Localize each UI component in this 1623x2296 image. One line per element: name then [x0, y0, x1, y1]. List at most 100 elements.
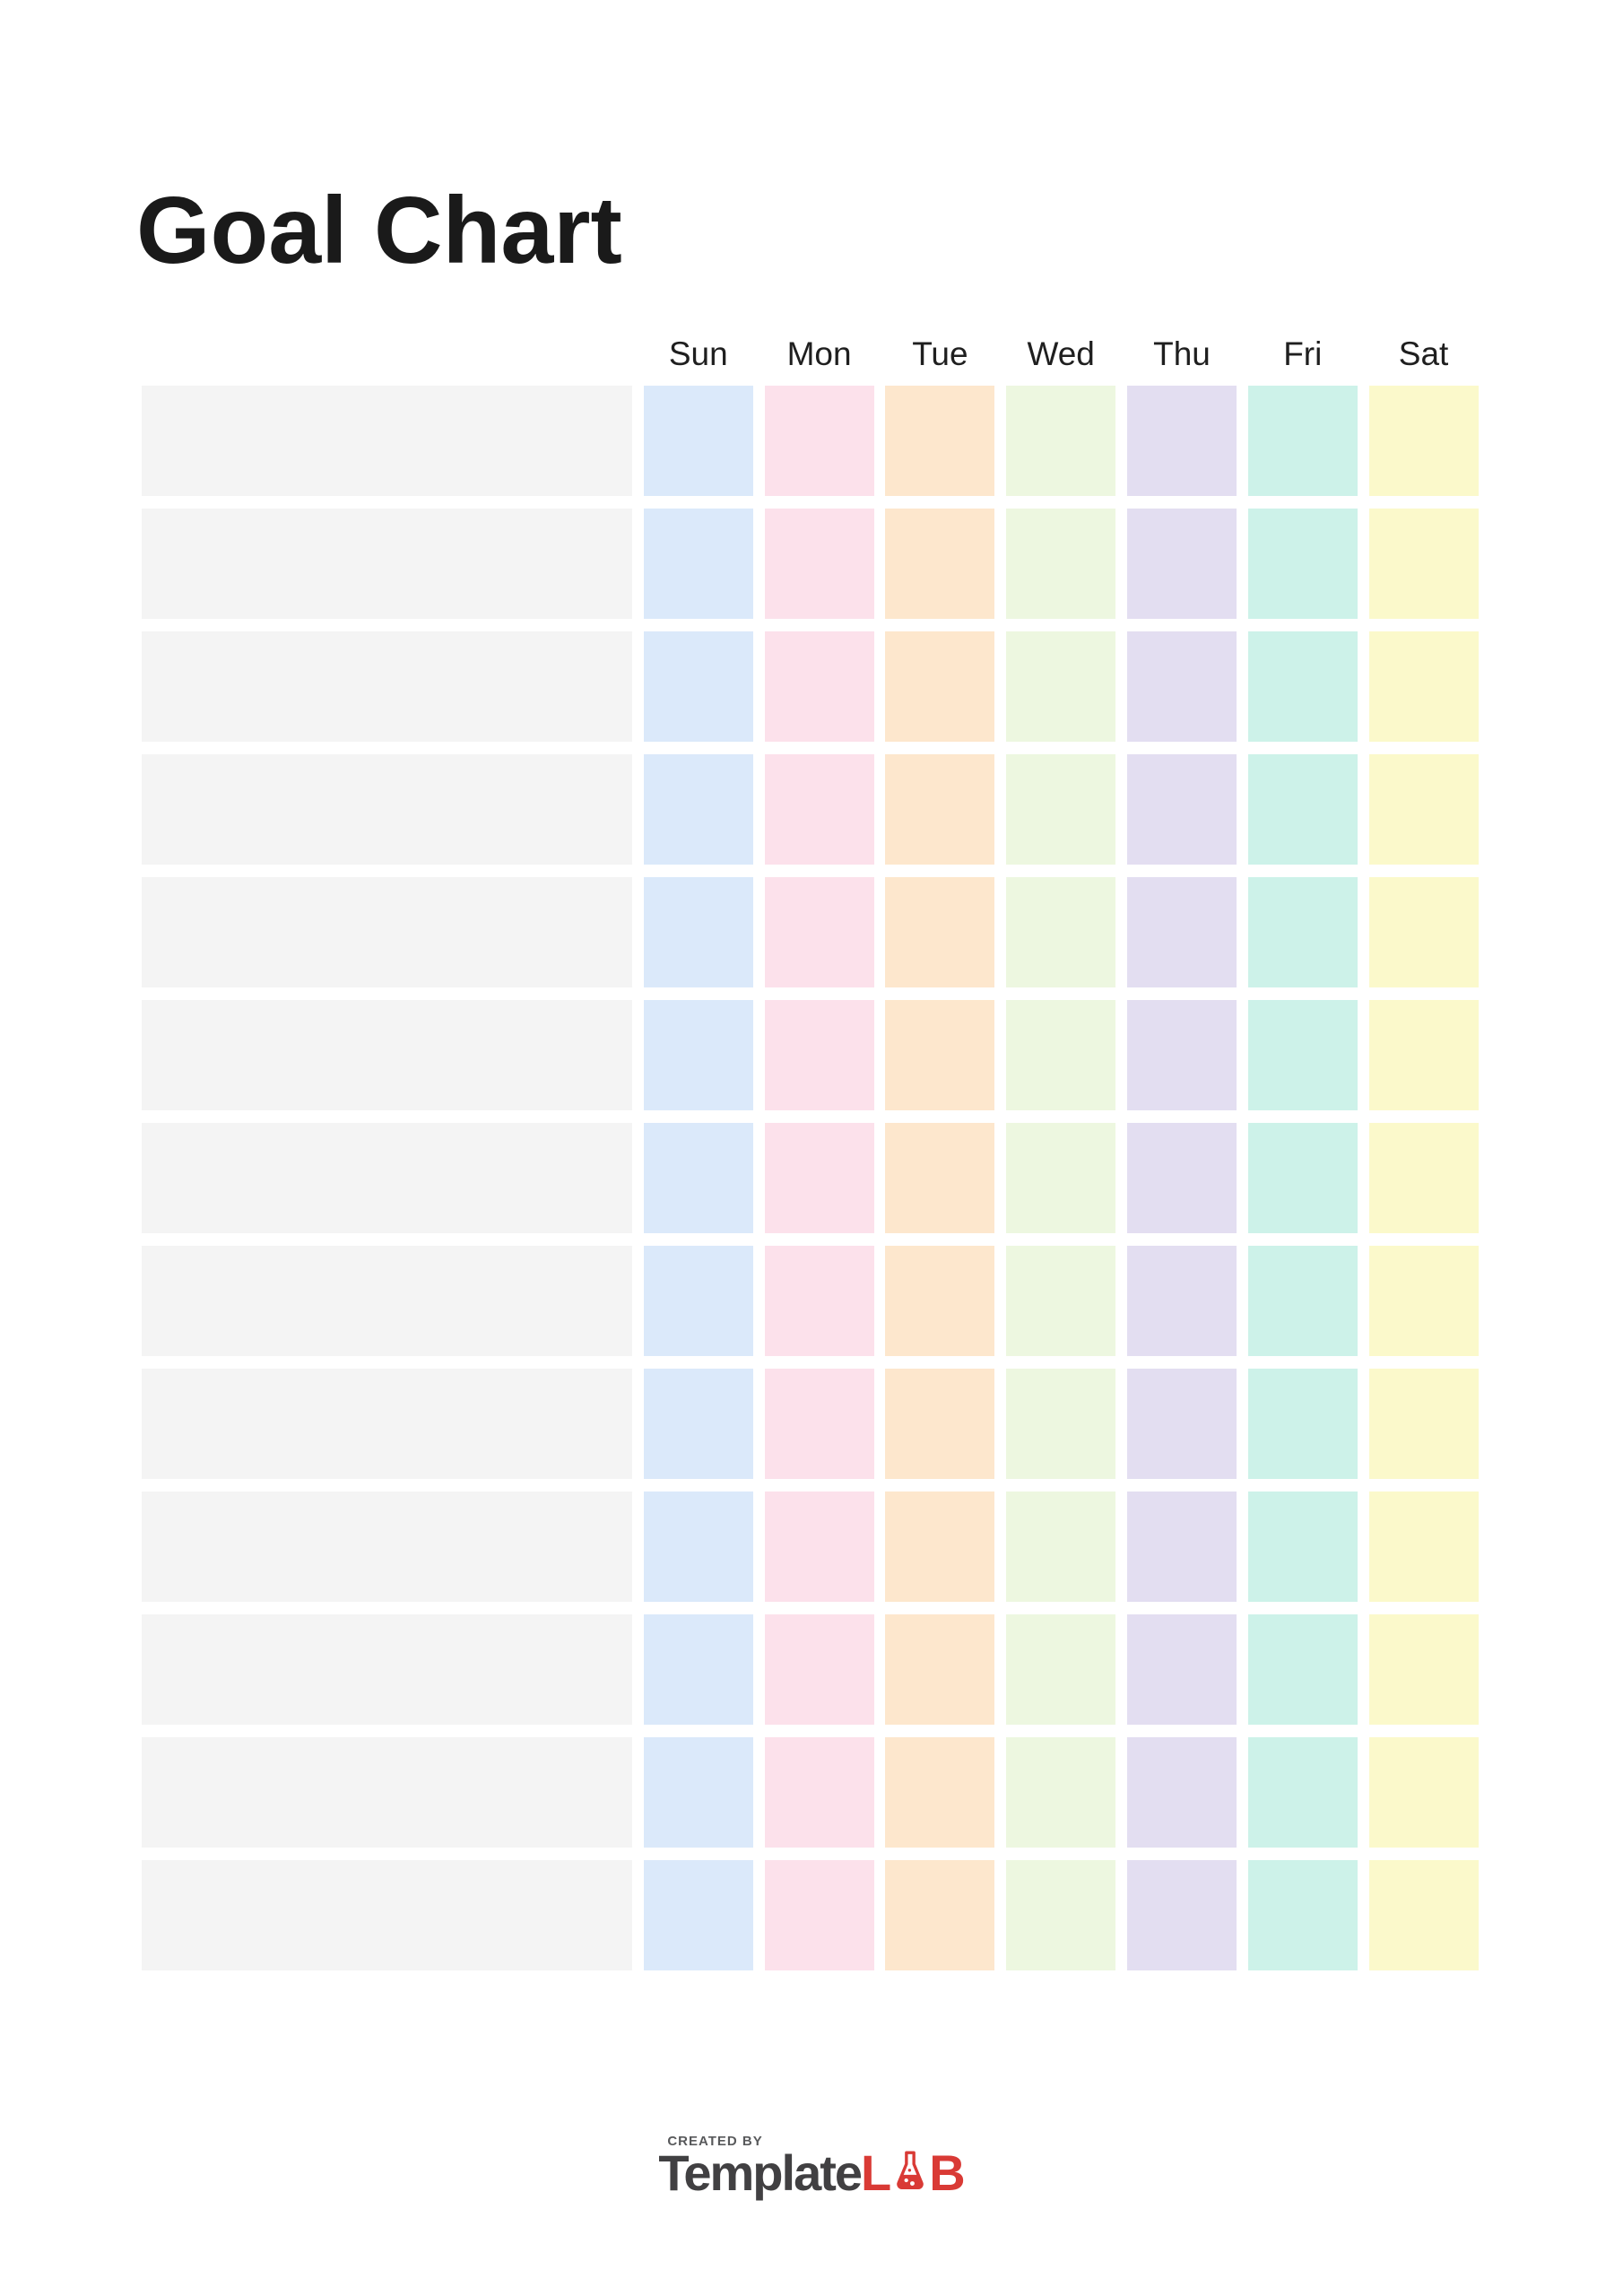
day-cell-mon[interactable] [764, 1860, 874, 1970]
day-cell-mon[interactable] [764, 631, 874, 742]
day-cell-sun[interactable] [643, 1369, 753, 1479]
day-cell-tue[interactable] [885, 1860, 995, 1970]
day-cell-fri[interactable] [1247, 1246, 1358, 1356]
goal-label-cell[interactable] [142, 1000, 632, 1110]
day-cell-wed[interactable] [1006, 1000, 1116, 1110]
goal-label-cell[interactable] [142, 631, 632, 742]
day-cell-sun[interactable] [643, 754, 753, 865]
day-cell-mon[interactable] [764, 1737, 874, 1848]
goal-label-cell[interactable] [142, 1860, 632, 1970]
day-cell-fri[interactable] [1247, 1369, 1358, 1479]
day-cell-sun[interactable] [643, 877, 753, 987]
day-cell-tue[interactable] [885, 631, 995, 742]
day-cell-fri[interactable] [1247, 509, 1358, 619]
day-cell-wed[interactable] [1006, 1614, 1116, 1725]
day-cell-tue[interactable] [885, 1369, 995, 1479]
day-cell-thu[interactable] [1126, 1614, 1237, 1725]
day-cell-wed[interactable] [1006, 386, 1116, 496]
day-cell-sun[interactable] [643, 1492, 753, 1602]
goal-label-cell[interactable] [142, 1737, 632, 1848]
day-cell-mon[interactable] [764, 1369, 874, 1479]
day-cell-thu[interactable] [1126, 1369, 1237, 1479]
day-cell-thu[interactable] [1126, 509, 1237, 619]
day-cell-sat[interactable] [1368, 1123, 1479, 1233]
day-cell-mon[interactable] [764, 509, 874, 619]
day-cell-sat[interactable] [1368, 631, 1479, 742]
day-cell-fri[interactable] [1247, 1492, 1358, 1602]
day-cell-wed[interactable] [1006, 754, 1116, 865]
day-cell-wed[interactable] [1006, 1860, 1116, 1970]
day-cell-sat[interactable] [1368, 1860, 1479, 1970]
day-cell-tue[interactable] [885, 1246, 995, 1356]
day-cell-wed[interactable] [1006, 877, 1116, 987]
goal-label-cell[interactable] [142, 877, 632, 987]
day-cell-mon[interactable] [764, 1000, 874, 1110]
day-cell-fri[interactable] [1247, 631, 1358, 742]
day-cell-fri[interactable] [1247, 1737, 1358, 1848]
day-cell-wed[interactable] [1006, 631, 1116, 742]
goal-label-cell[interactable] [142, 754, 632, 865]
day-cell-mon[interactable] [764, 1614, 874, 1725]
day-cell-wed[interactable] [1006, 1369, 1116, 1479]
day-cell-sun[interactable] [643, 1000, 753, 1110]
day-cell-sat[interactable] [1368, 1492, 1479, 1602]
day-cell-fri[interactable] [1247, 1000, 1358, 1110]
day-cell-thu[interactable] [1126, 1737, 1237, 1848]
goal-label-cell[interactable] [142, 509, 632, 619]
day-cell-sat[interactable] [1368, 754, 1479, 865]
day-cell-tue[interactable] [885, 1000, 995, 1110]
day-cell-sat[interactable] [1368, 1000, 1479, 1110]
day-cell-sat[interactable] [1368, 1246, 1479, 1356]
day-cell-mon[interactable] [764, 877, 874, 987]
day-cell-thu[interactable] [1126, 1000, 1237, 1110]
day-cell-sun[interactable] [643, 1860, 753, 1970]
day-cell-mon[interactable] [764, 1123, 874, 1233]
day-cell-sun[interactable] [643, 509, 753, 619]
day-cell-thu[interactable] [1126, 386, 1237, 496]
day-cell-sun[interactable] [643, 1737, 753, 1848]
day-cell-thu[interactable] [1126, 1246, 1237, 1356]
day-cell-thu[interactable] [1126, 1123, 1237, 1233]
goal-label-cell[interactable] [142, 1369, 632, 1479]
day-cell-mon[interactable] [764, 386, 874, 496]
day-cell-tue[interactable] [885, 1614, 995, 1725]
day-cell-tue[interactable] [885, 754, 995, 865]
goal-label-cell[interactable] [142, 386, 632, 496]
day-cell-sun[interactable] [643, 631, 753, 742]
day-cell-wed[interactable] [1006, 1737, 1116, 1848]
day-cell-sun[interactable] [643, 1246, 753, 1356]
day-cell-sat[interactable] [1368, 1614, 1479, 1725]
day-cell-thu[interactable] [1126, 754, 1237, 865]
day-cell-wed[interactable] [1006, 1492, 1116, 1602]
day-cell-sat[interactable] [1368, 1369, 1479, 1479]
day-cell-fri[interactable] [1247, 877, 1358, 987]
goal-label-cell[interactable] [142, 1246, 632, 1356]
day-cell-tue[interactable] [885, 1123, 995, 1233]
day-cell-fri[interactable] [1247, 1614, 1358, 1725]
goal-label-cell[interactable] [142, 1614, 632, 1725]
day-cell-fri[interactable] [1247, 1123, 1358, 1233]
day-cell-sat[interactable] [1368, 386, 1479, 496]
day-cell-sun[interactable] [643, 1123, 753, 1233]
goal-label-cell[interactable] [142, 1123, 632, 1233]
day-cell-sat[interactable] [1368, 509, 1479, 619]
day-cell-tue[interactable] [885, 877, 995, 987]
day-cell-thu[interactable] [1126, 631, 1237, 742]
day-cell-thu[interactable] [1126, 877, 1237, 987]
day-cell-sat[interactable] [1368, 877, 1479, 987]
day-cell-mon[interactable] [764, 754, 874, 865]
day-cell-tue[interactable] [885, 509, 995, 619]
goal-label-cell[interactable] [142, 1492, 632, 1602]
day-cell-tue[interactable] [885, 1737, 995, 1848]
day-cell-wed[interactable] [1006, 1123, 1116, 1233]
day-cell-sun[interactable] [643, 1614, 753, 1725]
day-cell-fri[interactable] [1247, 754, 1358, 865]
day-cell-fri[interactable] [1247, 1860, 1358, 1970]
day-cell-tue[interactable] [885, 386, 995, 496]
day-cell-wed[interactable] [1006, 509, 1116, 619]
day-cell-sat[interactable] [1368, 1737, 1479, 1848]
day-cell-sun[interactable] [643, 386, 753, 496]
day-cell-tue[interactable] [885, 1492, 995, 1602]
day-cell-fri[interactable] [1247, 386, 1358, 496]
day-cell-mon[interactable] [764, 1246, 874, 1356]
